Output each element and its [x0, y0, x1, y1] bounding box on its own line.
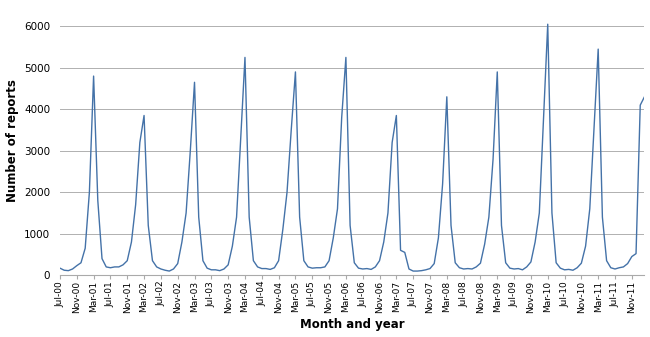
X-axis label: Month and year: Month and year [300, 318, 404, 332]
Y-axis label: Number of reports: Number of reports [6, 79, 19, 202]
